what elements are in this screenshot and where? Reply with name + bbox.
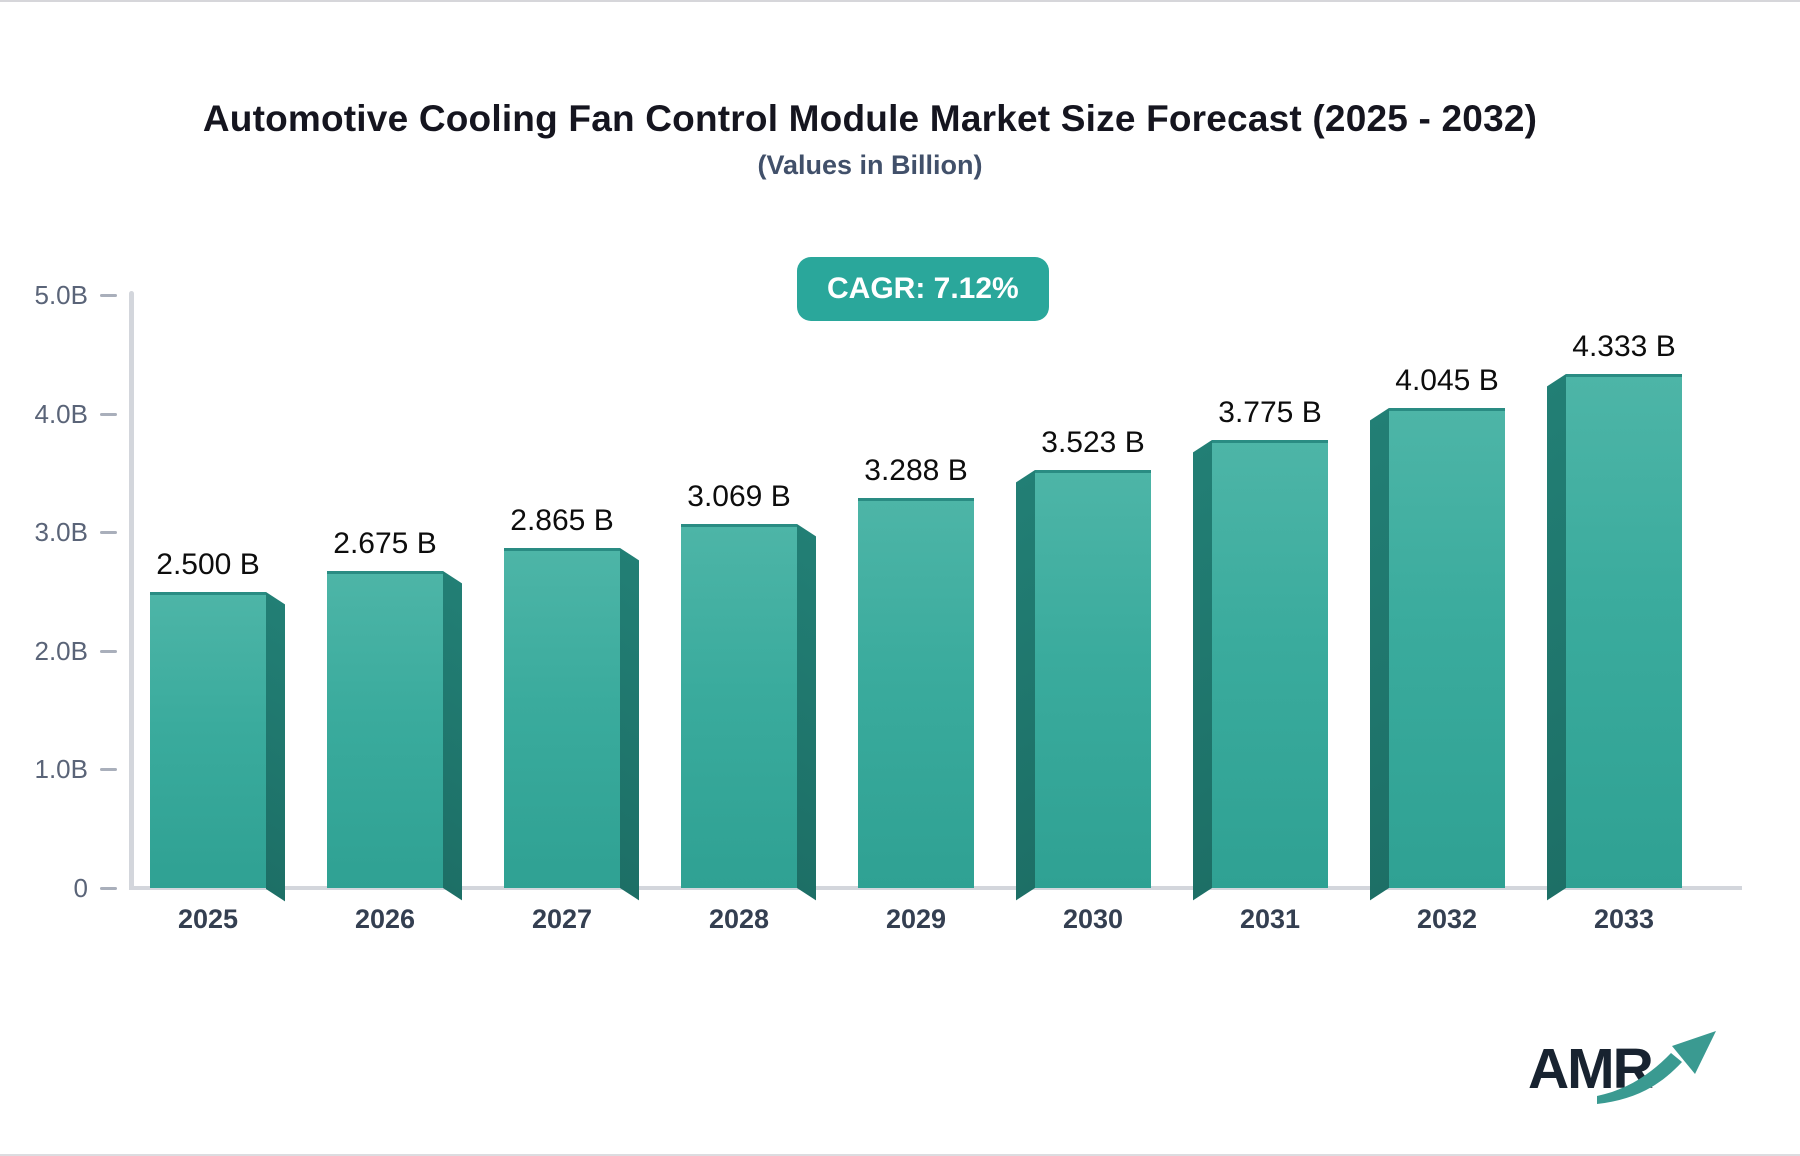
y-axis-line	[129, 291, 134, 890]
y-tick-mark-0	[100, 887, 117, 890]
value-label-2026: 2.675 B	[333, 526, 437, 560]
bar-2027	[504, 548, 620, 888]
y-tick-mark-4.0B	[100, 412, 117, 416]
y-tick-label-0: 0	[73, 873, 88, 903]
x-tick-label-2030: 2030	[1062, 904, 1124, 934]
chart-title: Automotive Cooling Fan Control Module Ma…	[202, 98, 1538, 139]
y-tick-mark-5.0B	[100, 294, 117, 297]
bar-side-2026	[443, 570, 462, 901]
bar-2028	[681, 524, 797, 888]
y-tick-mark-1.0B	[100, 768, 117, 772]
bar-side-2033	[1547, 374, 1566, 901]
bar-side-2031	[1193, 440, 1212, 901]
bar-2031	[1212, 440, 1328, 888]
y-tick-label-5.0B: 5.0B	[34, 280, 89, 310]
bar-2030	[1035, 470, 1151, 888]
bar-2029	[858, 498, 974, 888]
bar-side-2025	[266, 591, 285, 901]
logo-arrow-icon	[1597, 1031, 1716, 1104]
x-tick-label-2025: 2025	[177, 904, 239, 934]
y-tick-mark-3.0B	[100, 531, 117, 535]
x-tick-label-2029: 2029	[885, 904, 947, 934]
value-label-2032: 4.045 B	[1395, 364, 1499, 398]
x-axis-line	[129, 886, 1742, 890]
y-tick-mark-2.0B	[100, 649, 117, 653]
y-tick-label-1.0B: 1.0B	[34, 754, 89, 785]
x-tick-label-2027: 2027	[531, 904, 593, 934]
bar-2025	[150, 591, 266, 888]
y-tick-label-4.0B: 4.0B	[34, 398, 89, 429]
x-tick-label-2028: 2028	[708, 904, 770, 934]
value-label-2027: 2.865 B	[510, 504, 614, 538]
value-label-2029: 3.288 B	[864, 454, 968, 488]
bar-2026	[327, 570, 443, 888]
value-label-2033: 4.333 B	[1572, 330, 1676, 364]
x-tick-label-2033: 2033	[1593, 904, 1655, 934]
bar-2033	[1566, 374, 1682, 888]
bar-side-2028	[797, 524, 816, 901]
bar-2032	[1389, 408, 1505, 888]
bar-side-2032	[1370, 408, 1389, 901]
value-label-2025: 2.500 B	[156, 547, 260, 581]
x-tick-label-2026: 2026	[354, 904, 416, 934]
chart-subtitle: (Values in Billion)	[757, 150, 983, 180]
value-label-2031: 3.775 B	[1218, 396, 1322, 430]
x-tick-label-2032: 2032	[1416, 904, 1478, 934]
bar-side-2030	[1016, 470, 1035, 901]
cagr-badge: CAGR: 7.12%	[797, 257, 1049, 321]
x-tick-label-2031: 2031	[1239, 904, 1301, 934]
value-label-2028: 3.069 B	[687, 480, 791, 514]
y-tick-label-2.0B: 2.0B	[34, 635, 89, 666]
y-tick-label-3.0B: 3.0B	[34, 517, 89, 548]
bar-side-2027	[620, 548, 639, 901]
value-label-2030: 3.523 B	[1041, 426, 1145, 460]
